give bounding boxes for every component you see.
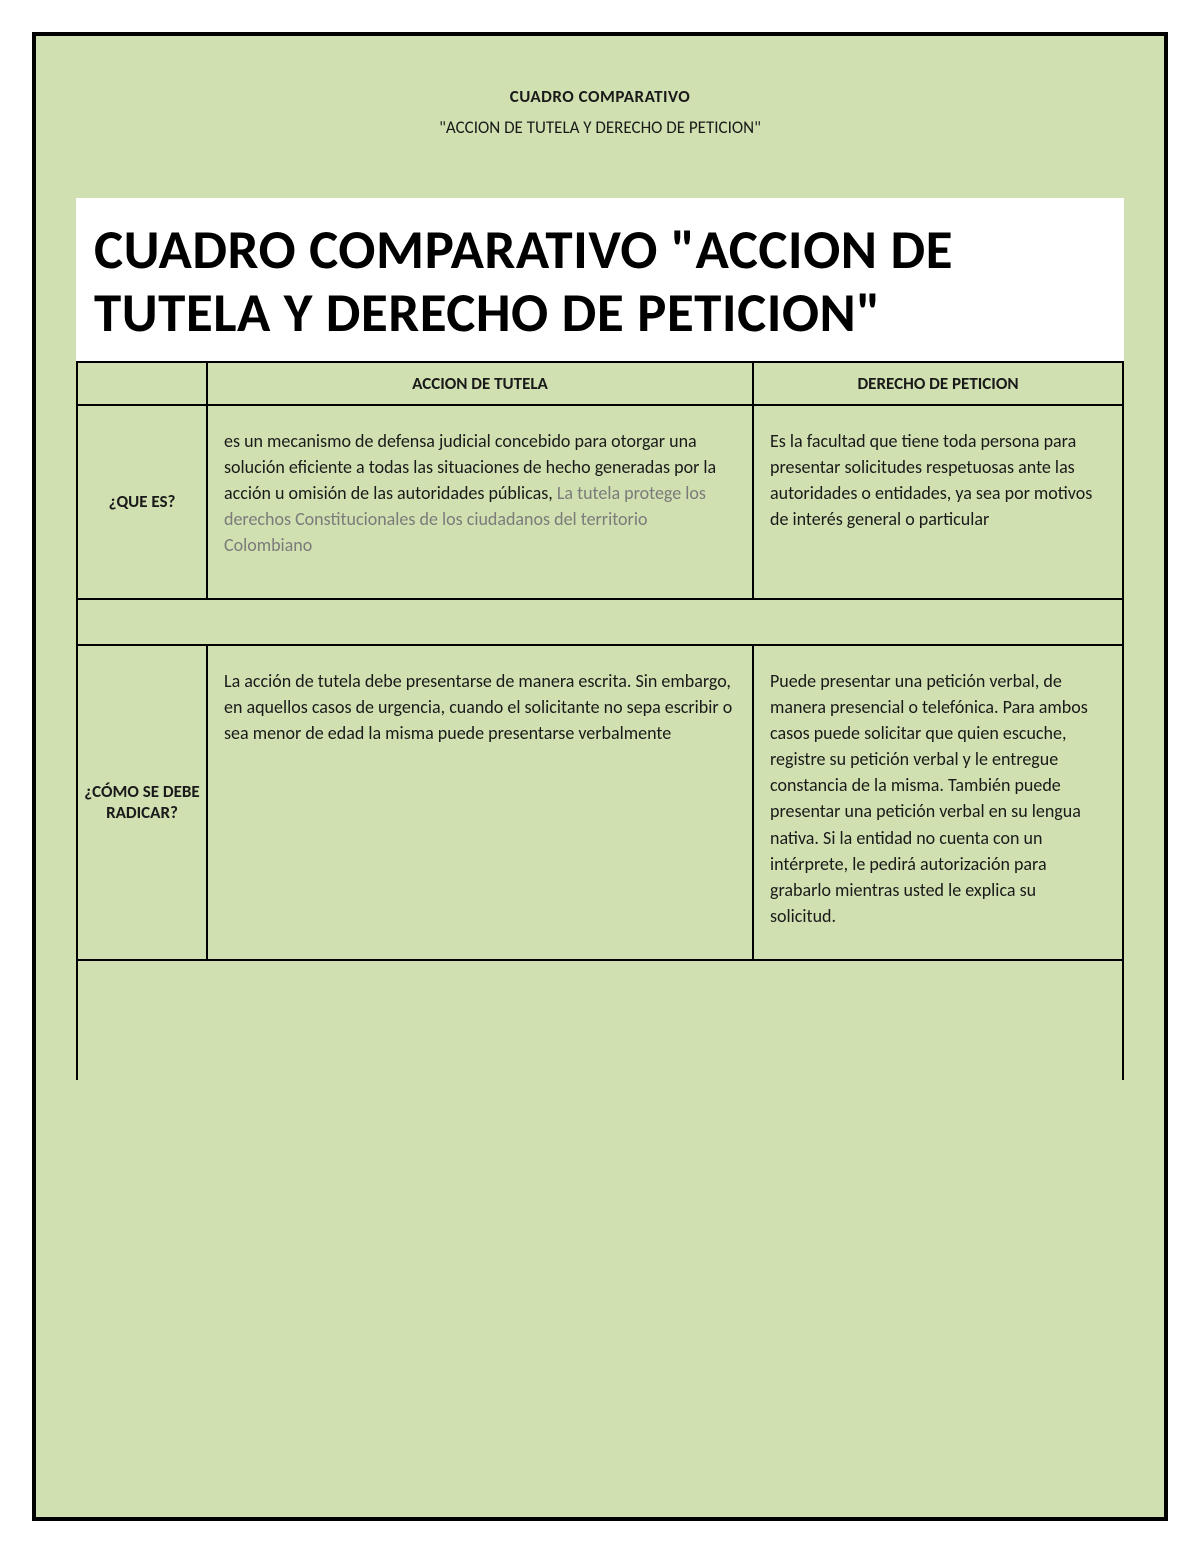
- table-row: ¿QUE ES? es un mecanismo de defensa judi…: [77, 405, 1123, 599]
- cell-text: La acción de tutela debe presentarse de …: [224, 670, 732, 744]
- table-header-row: ACCION DE TUTELA DERECHO DE PETICION: [77, 362, 1123, 405]
- small-header-line1: CUADRO COMPARATIVO: [76, 86, 1124, 107]
- small-header: CUADRO COMPARATIVO "ACCION DE TUTELA Y D…: [76, 86, 1124, 138]
- bottom-spacer-row: [77, 960, 1123, 1080]
- document-page: CUADRO COMPARATIVO "ACCION DE TUTELA Y D…: [32, 32, 1168, 1521]
- table-header-tutela: ACCION DE TUTELA: [207, 362, 753, 405]
- small-header-line2: "ACCION DE TUTELA Y DERECHO DE PETICION": [76, 117, 1124, 138]
- cell-peticion-como-radicar: Puede presentar una petición verbal, de …: [753, 645, 1123, 960]
- page-title: CUADRO COMPARATIVO "ACCION DE TUTELA Y D…: [94, 218, 1106, 345]
- cell-peticion-que-es: Es la facultad que tiene toda persona pa…: [753, 405, 1123, 599]
- spacer-cell: [77, 599, 1123, 645]
- bottom-spacer-cell: [77, 960, 1123, 1080]
- row-label-como-radicar: ¿CÓMO SE DEBE RADICAR?: [77, 645, 207, 960]
- table-header-peticion: DERECHO DE PETICION: [753, 362, 1123, 405]
- row-label-que-es: ¿QUE ES?: [77, 405, 207, 599]
- comparison-table: ACCION DE TUTELA DERECHO DE PETICION ¿QU…: [76, 361, 1124, 1080]
- cell-tutela-que-es: es un mecanismo de defensa judicial conc…: [207, 405, 753, 599]
- title-block: CUADRO COMPARATIVO "ACCION DE TUTELA Y D…: [76, 198, 1124, 361]
- table-header-blank: [77, 362, 207, 405]
- table-row: ¿CÓMO SE DEBE RADICAR? La acción de tute…: [77, 645, 1123, 960]
- spacer-row: [77, 599, 1123, 645]
- cell-tutela-como-radicar: La acción de tutela debe presentarse de …: [207, 645, 753, 960]
